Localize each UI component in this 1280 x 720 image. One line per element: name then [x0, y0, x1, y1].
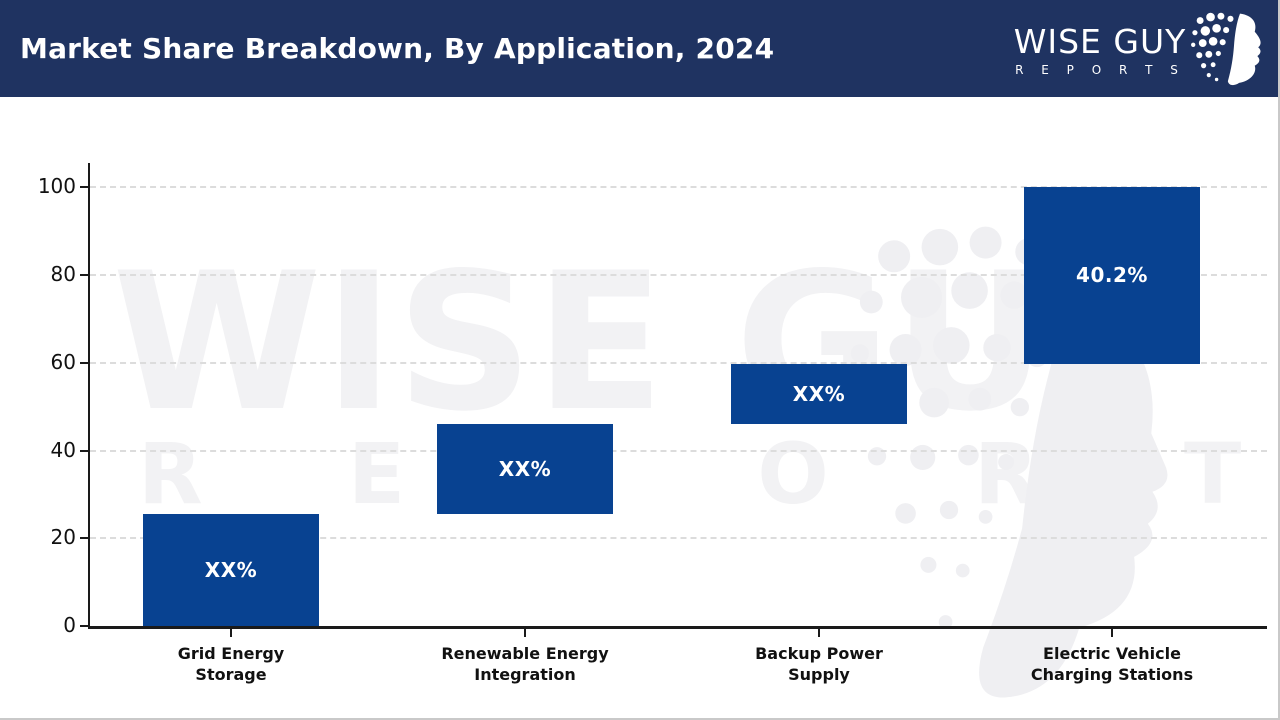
bar: XX%	[437, 423, 613, 514]
y-tick-label: 100	[37, 174, 76, 199]
gridline	[90, 186, 1267, 189]
y-tick-mark	[80, 274, 88, 276]
gridline	[90, 537, 1267, 540]
page-title: Market Share Breakdown, By Application, …	[20, 32, 775, 65]
y-tick-mark	[80, 537, 88, 540]
y-tick-label: 0	[63, 613, 76, 637]
x-category-label: Backup Power Supply	[755, 644, 883, 684]
y-tick-label: 60	[50, 349, 76, 374]
gridline	[90, 361, 1267, 364]
bar: XX%	[143, 513, 319, 626]
x-tick-mark	[230, 629, 232, 637]
bar-value-label: XX%	[792, 381, 846, 406]
y-tick-mark	[80, 361, 88, 364]
bar-value-label: XX%	[204, 557, 258, 582]
logo-subtitle: R E P O R T S	[1015, 63, 1185, 77]
logo-name: WISE GUY	[1013, 22, 1187, 61]
bar-value-label: XX%	[498, 456, 552, 481]
gridline	[90, 449, 1267, 452]
y-tick-label: 40	[50, 437, 76, 462]
wise-guy-logo: WISE GUY R E P O R T S	[1006, 8, 1266, 90]
x-tick-mark	[524, 629, 526, 637]
logo-text: WISE GUY R E P O R T S	[1006, 22, 1194, 77]
plot-area: 0 20 40 60 80 100 XX% Grid Energy Storage XX% Ren…	[38, 163, 1267, 684]
y-tick-mark	[80, 186, 88, 189]
logo-face-icon	[1191, 12, 1261, 86]
y-tick-mark	[80, 625, 88, 627]
gridline	[90, 274, 1267, 276]
bar-value-label: 40.2%	[1076, 263, 1148, 288]
x-tick-mark	[1111, 629, 1113, 637]
y-tick-mark	[80, 449, 88, 452]
bar: XX%	[731, 363, 907, 424]
y-tick-label: 20	[50, 525, 76, 550]
x-category-label: Grid Energy Storage	[177, 644, 285, 684]
x-tick-mark	[818, 629, 820, 637]
x-category-label: Renewable Energy Integration	[441, 644, 609, 684]
header-bar: Market Share Breakdown, By Application, …	[0, 0, 1278, 97]
y-tick-label: 80	[50, 262, 76, 286]
x-category-label: Electric Vehicle Charging Stations	[1030, 644, 1194, 684]
bar: 40.2%	[1024, 187, 1200, 364]
